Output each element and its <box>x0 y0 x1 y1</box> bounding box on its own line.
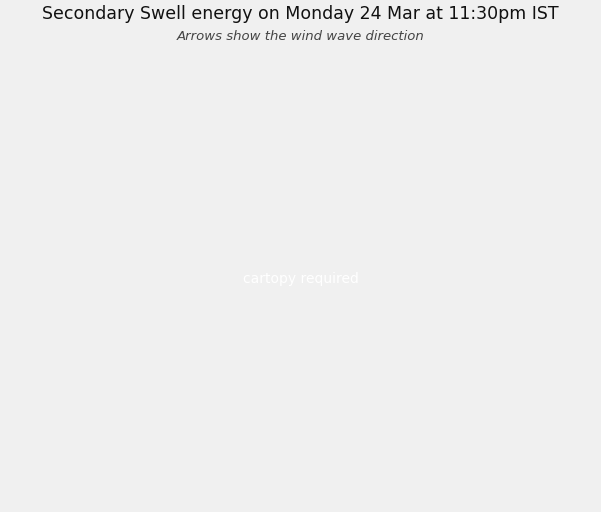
Text: Secondary Swell energy on Monday 24 Mar at 11:30pm IST: Secondary Swell energy on Monday 24 Mar … <box>42 6 559 24</box>
Text: Arrows show the wind wave direction: Arrows show the wind wave direction <box>177 30 424 42</box>
Text: cartopy required: cartopy required <box>243 271 358 286</box>
